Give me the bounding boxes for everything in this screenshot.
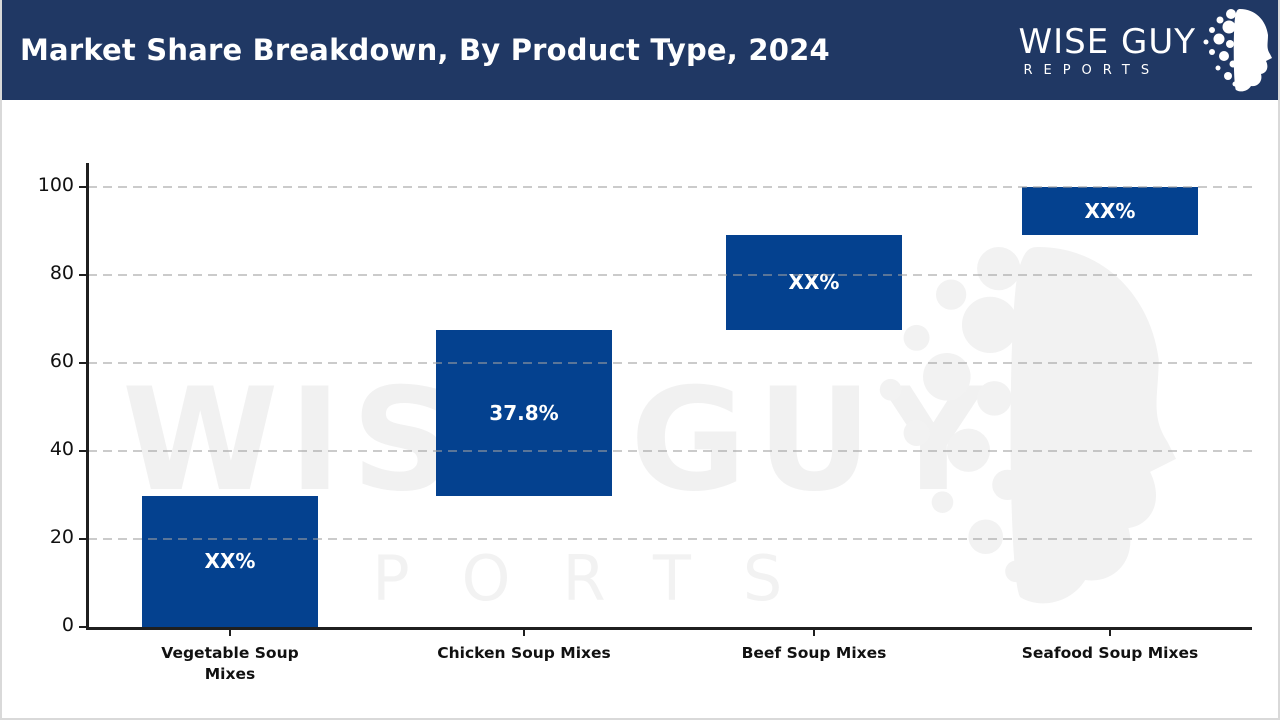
y-tick-label: 40 [49,438,74,460]
bar-value-label: XX% [204,549,256,574]
dotted-face-profile-icon [1198,6,1272,96]
page-header: Market Share Breakdown, By Product Type,… [0,0,1280,100]
y-tick-mark [79,186,86,188]
x-tick-mark [1109,630,1111,636]
brand-logo: WISE GUY REPORTS [1018,6,1272,96]
y-axis-line [86,163,89,629]
x-category-label: Seafood Soup Mixes [1021,644,1199,662]
bar-segment: XX% [1022,187,1198,235]
brand-name: WISE GUY [1018,22,1196,63]
chart-canvas: WISE GUY REPORTS 0 20 40 60 80 100 XX% Vegetabl… [0,100,1280,720]
x-tick-mark [523,630,525,636]
dotted-face-profile-watermark [856,220,1176,624]
x-category-label: Vegetable Soup Mixes [161,644,299,683]
y-tick-label: 60 [49,350,74,372]
brand-logo-text: WISE GUY REPORTS [1018,22,1196,78]
bar-segment: XX% [726,234,902,330]
y-tick-mark [79,362,86,364]
gridline [88,362,1252,364]
x-tick-mark [813,630,815,636]
x-category-label: Chicken Soup Mixes [437,644,611,662]
y-tick-mark [79,274,86,276]
y-tick-mark [79,538,86,540]
brand-subname: REPORTS [1023,62,1161,78]
x-tick-mark [229,630,231,636]
bar-segment: 37.8% [436,329,612,496]
y-tick-label: 80 [49,262,74,284]
gridline [88,450,1252,452]
bar-segment: XX% [142,495,318,627]
y-tick-label: 100 [37,174,74,196]
bar-value-label: 37.8% [489,400,559,425]
bar-value-label: XX% [1084,198,1136,223]
gridline [88,186,1252,188]
y-tick-label: 20 [49,526,74,548]
page-title: Market Share Breakdown, By Product Type,… [20,33,830,67]
x-axis-line [86,627,1252,630]
x-category-label: Beef Soup Mixes [741,644,887,662]
y-tick-label: 0 [61,614,74,636]
y-tick-mark [79,450,86,452]
gridline [88,538,1252,540]
y-tick-mark [79,626,86,628]
gridline [88,274,1252,276]
